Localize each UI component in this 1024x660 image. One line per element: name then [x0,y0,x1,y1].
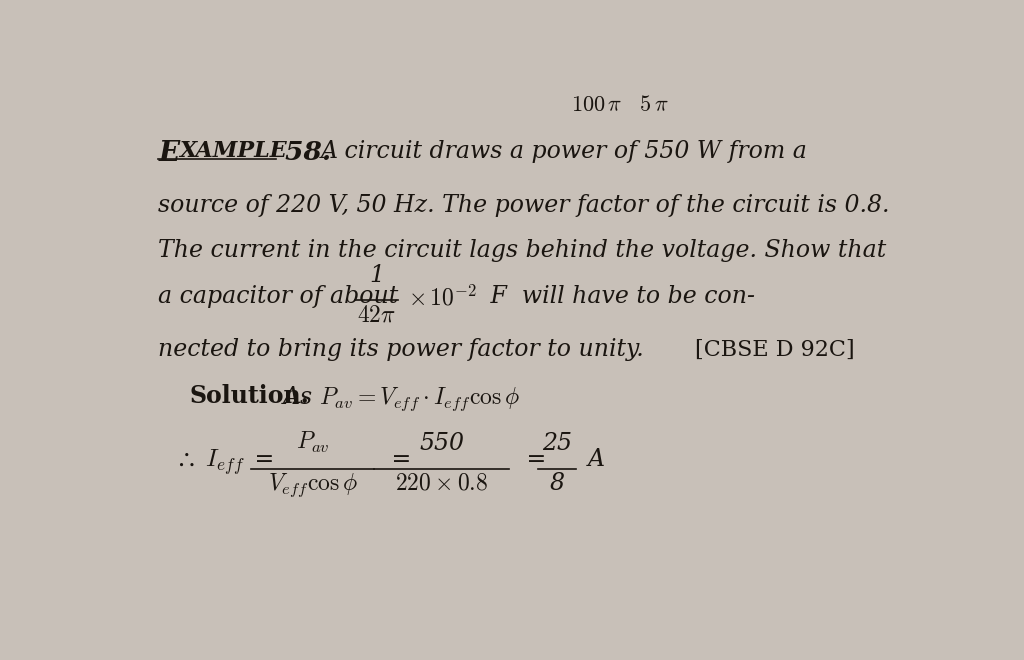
Text: $P_{av}$: $P_{av}$ [296,430,330,455]
Text: =: = [519,447,546,471]
Text: =: = [384,447,412,471]
Text: $220 \times 0.8$: $220 \times 0.8$ [395,471,488,494]
Text: $V_{eff}\cos\phi$: $V_{eff}\cos\phi$ [268,471,357,499]
Text: source of 220 V, 50 Hz. The power factor of the circuit is 0.8.: source of 220 V, 50 Hz. The power factor… [158,193,890,216]
Text: 1: 1 [369,264,384,287]
Text: nected to bring its power factor to unity.: nected to bring its power factor to unit… [158,339,644,362]
Text: As $P_{av} = V_{eff} \cdot I_{eff} \cos\phi$: As $P_{av} = V_{eff} \cdot I_{eff} \cos\… [282,384,520,412]
Text: 58.: 58. [275,140,331,165]
Text: $42\pi$: $42\pi$ [357,304,396,326]
Text: E: E [158,140,179,167]
Text: A circuit draws a power of 550 W from a: A circuit draws a power of 550 W from a [321,140,808,163]
Text: $100\,\pi\quad 5\,\pi$: $100\,\pi\quad 5\,\pi$ [571,94,669,116]
Text: $\therefore\ I_{eff}$: $\therefore\ I_{eff}$ [174,447,245,477]
Text: 25: 25 [542,432,572,455]
Text: XAMPLE: XAMPLE [179,140,287,162]
Text: Solution.: Solution. [189,384,309,408]
Text: $\times\, 10^{-2}$: $\times\, 10^{-2}$ [408,285,476,310]
Text: A: A [588,447,605,471]
Text: The current in the circuit lags behind the voltage. Show that: The current in the circuit lags behind t… [158,240,887,262]
Text: [CBSE D 92C]: [CBSE D 92C] [695,339,855,360]
Text: a capacitor of about: a capacitor of about [158,285,398,308]
Text: 550: 550 [420,432,464,455]
Text: 8: 8 [550,471,564,494]
Text: =: = [247,447,274,471]
Text: F  will have to be con-: F will have to be con- [483,285,755,308]
